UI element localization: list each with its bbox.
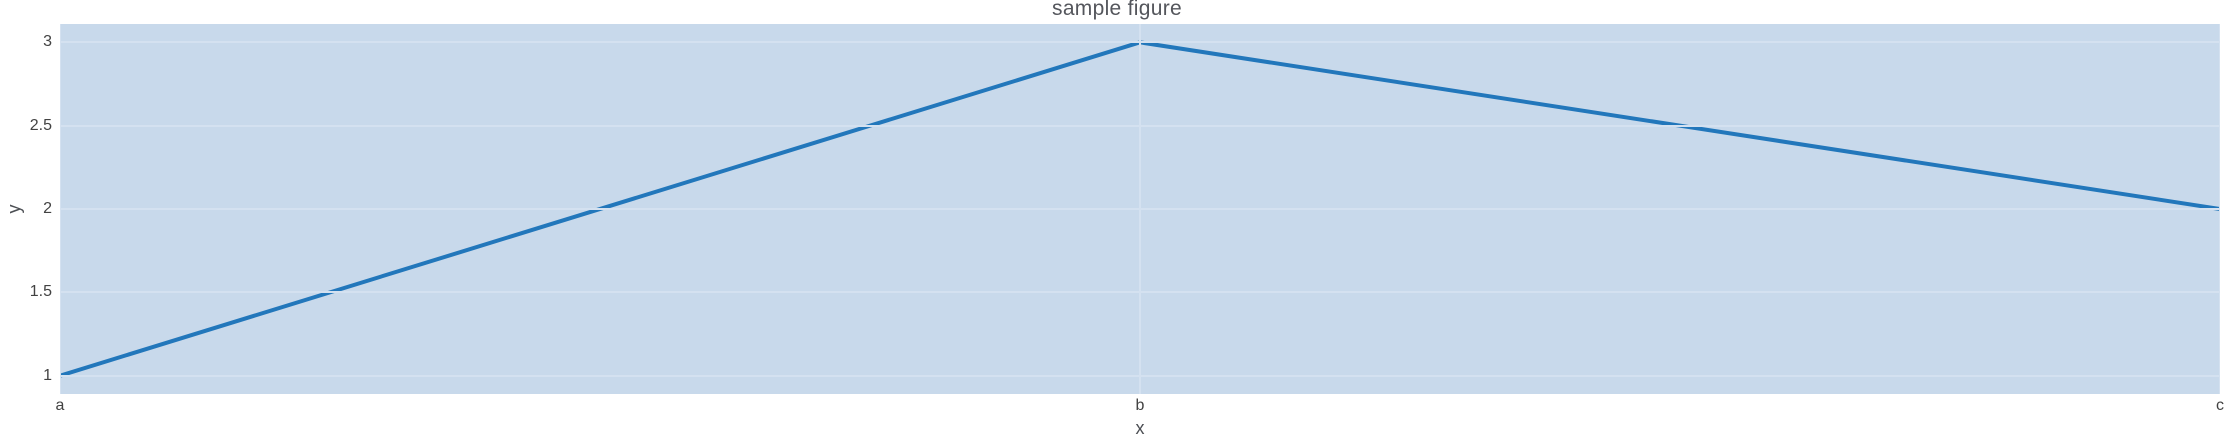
v-gridline xyxy=(1139,24,1141,394)
y-tick-label: 3 xyxy=(43,33,52,51)
x-tick-label: c xyxy=(2216,397,2224,414)
y-tick-label: 1 xyxy=(43,366,52,384)
y-tick-label: 2.5 xyxy=(29,116,52,134)
x-tick-label: b xyxy=(1135,397,1145,414)
y-tick-label: 2 xyxy=(43,200,52,217)
chart-title: sample figure xyxy=(1052,0,1182,20)
v-gridline xyxy=(2219,24,2220,394)
y-tick-label: 1.5 xyxy=(29,283,52,301)
v-gridline xyxy=(60,24,61,394)
plot-area[interactable] xyxy=(60,24,2220,394)
x-axis-title: x xyxy=(1135,418,1145,435)
x-tick-label: a xyxy=(55,397,65,414)
